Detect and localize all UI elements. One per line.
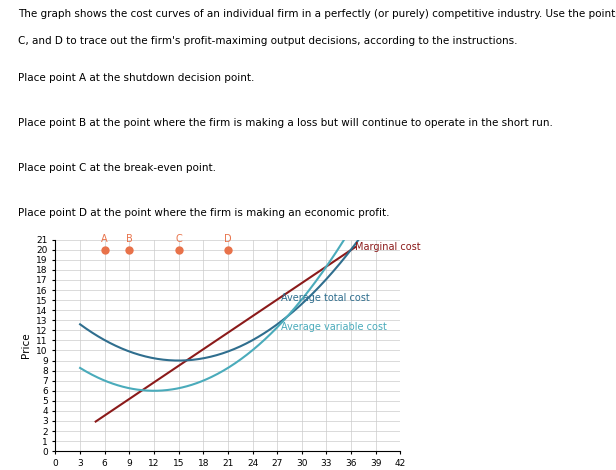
Text: The graph shows the cost curves of an individual firm in a perfectly (or purely): The graph shows the cost curves of an in… (18, 9, 616, 19)
Text: Place point C at the break-even point.: Place point C at the break-even point. (18, 163, 216, 173)
Text: Place point D at the point where the firm is making an economic profit.: Place point D at the point where the fir… (18, 208, 390, 218)
Text: Average total cost: Average total cost (282, 293, 370, 303)
Text: B: B (126, 234, 132, 244)
Text: Marginal cost: Marginal cost (355, 242, 421, 252)
Text: D: D (224, 234, 232, 244)
Text: A: A (102, 234, 108, 244)
Text: C: C (176, 234, 182, 244)
Text: Place point B at the point where the firm is making a loss but will continue to : Place point B at the point where the fir… (18, 118, 553, 128)
Text: C, and D to trace out the firm's profit-maximing output decisions, according to : C, and D to trace out the firm's profit-… (18, 37, 518, 47)
Text: Average variable cost: Average variable cost (282, 322, 387, 332)
Y-axis label: Price: Price (21, 333, 31, 358)
Text: Place point A at the shutdown decision point.: Place point A at the shutdown decision p… (18, 72, 255, 83)
